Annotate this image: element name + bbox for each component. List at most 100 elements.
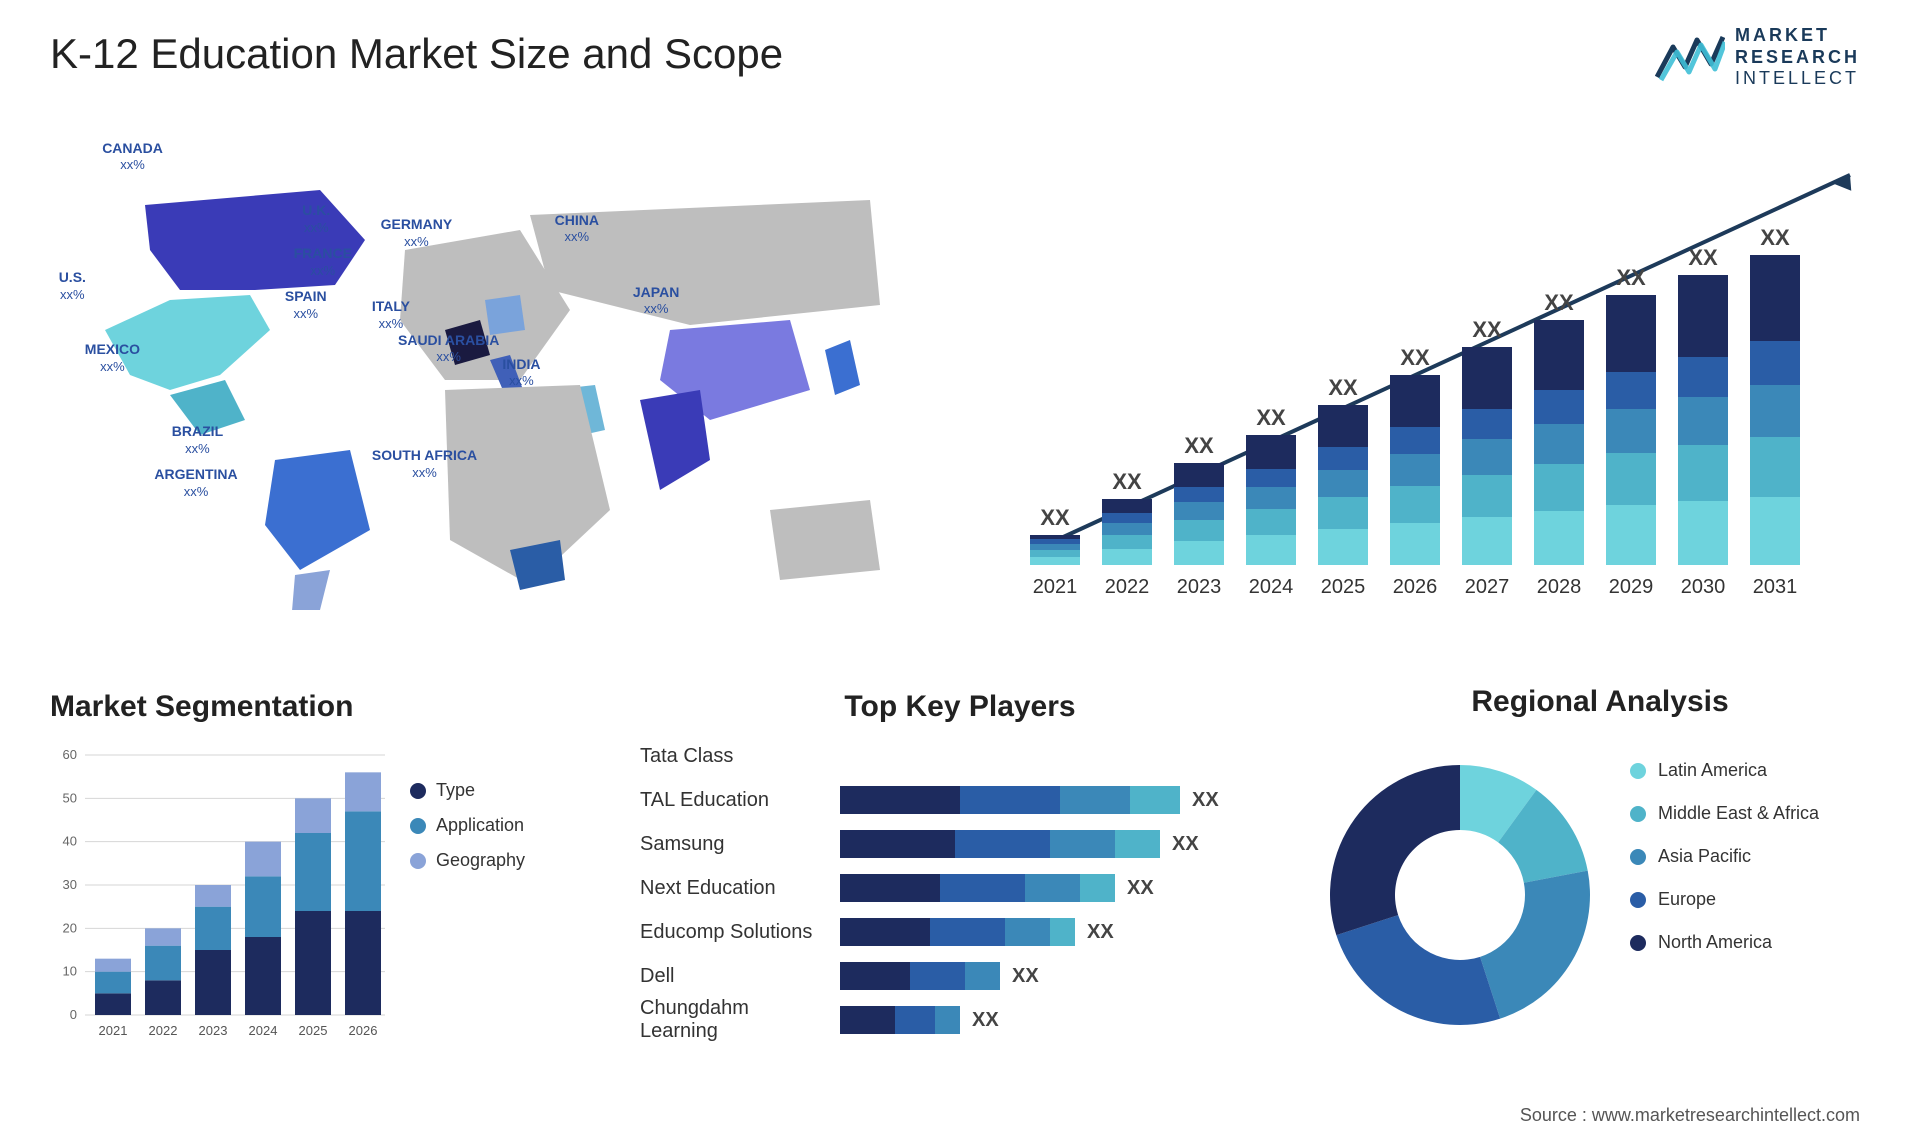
- seg-legend-item: Type: [410, 780, 525, 801]
- growth-bar-seg: [1102, 513, 1152, 523]
- growth-bar-seg: [1462, 409, 1512, 439]
- growth-bar-seg: [1030, 535, 1080, 539]
- source-text: Source : www.marketresearchintellect.com: [1520, 1105, 1860, 1126]
- regional-legend: Latin AmericaMiddle East & AfricaAsia Pa…: [1630, 760, 1819, 975]
- map-label-southafrica: SOUTH AFRICAxx%: [372, 447, 477, 481]
- growth-bar-seg: [1606, 372, 1656, 409]
- growth-bar-seg: [1534, 390, 1584, 424]
- seg-bar-seg: [95, 972, 131, 994]
- donut-slice: [1330, 765, 1460, 935]
- map-label-us: U.S.xx%: [59, 269, 86, 303]
- kp-row: Educomp SolutionsXX: [640, 910, 1280, 954]
- growth-chart: XX2021XX2022XX2023XX2024XX2025XX2026XX20…: [990, 135, 1860, 615]
- growth-bar-seg: [1102, 523, 1152, 535]
- growth-year-label: 2030: [1681, 576, 1726, 598]
- seg-bar-seg: [145, 946, 181, 981]
- kp-label: Chungdahm Learning: [640, 997, 840, 1043]
- kp-row: Next EducationXX: [640, 866, 1280, 910]
- svg-text:50: 50: [63, 790, 77, 805]
- kp-value: XX: [972, 1009, 999, 1032]
- growth-bar-seg: [1174, 463, 1224, 487]
- growth-bar-seg: [1534, 320, 1584, 390]
- brand-logo: MARKET RESEARCH INTELLECT: [1655, 25, 1860, 90]
- seg-bar-seg: [345, 911, 381, 1015]
- growth-bar-seg: [1318, 497, 1368, 529]
- growth-bar-seg: [1318, 405, 1368, 447]
- growth-bar-seg: [1678, 445, 1728, 501]
- kp-value: XX: [1192, 789, 1219, 812]
- growth-bar-seg: [1030, 539, 1080, 544]
- map-region-germany: [485, 295, 525, 335]
- growth-bar-seg: [1678, 275, 1728, 357]
- kp-label: Tata Class: [640, 745, 840, 768]
- seg-bar-seg: [95, 993, 131, 1015]
- seg-bar-seg: [345, 811, 381, 911]
- growth-bar-seg: [1174, 520, 1224, 541]
- growth-trend-arrow: [1035, 175, 1856, 550]
- regional-legend-item: North America: [1630, 932, 1819, 953]
- growth-bar-seg: [1462, 517, 1512, 565]
- growth-bar-seg: [1246, 535, 1296, 565]
- regional-legend-item: Europe: [1630, 889, 1819, 910]
- seg-legend-item: Application: [410, 815, 525, 836]
- svg-text:40: 40: [63, 834, 77, 849]
- kp-label: Educomp Solutions: [640, 921, 840, 944]
- growth-value-label: XX: [1688, 245, 1718, 270]
- growth-bar-seg: [1246, 509, 1296, 535]
- growth-bar-seg: [1102, 535, 1152, 549]
- map-label-canada: CANADAxx%: [102, 140, 163, 174]
- growth-value-label: XX: [1112, 469, 1142, 494]
- growth-svg: XX2021XX2022XX2023XX2024XX2025XX2026XX20…: [990, 135, 1860, 615]
- growth-bar-seg: [1606, 295, 1656, 372]
- growth-bar-seg: [1318, 529, 1368, 565]
- growth-bar-seg: [1534, 511, 1584, 565]
- growth-value-label: XX: [1400, 345, 1430, 370]
- seg-bar-seg: [145, 928, 181, 945]
- svg-text:0: 0: [70, 1007, 77, 1022]
- growth-bar-seg: [1174, 502, 1224, 520]
- growth-bar-seg: [1606, 453, 1656, 505]
- segmentation-panel: Market Segmentation 01020304050602021202…: [50, 690, 570, 1060]
- growth-bar-seg: [1174, 541, 1224, 565]
- kp-bar: [840, 786, 1180, 814]
- growth-bar-seg: [1390, 486, 1440, 523]
- growth-value-label: XX: [1040, 505, 1070, 530]
- seg-bar-seg: [245, 937, 281, 1015]
- logo-mark-icon: [1655, 32, 1725, 82]
- growth-year-label: 2031: [1753, 576, 1798, 598]
- growth-bar-seg: [1534, 424, 1584, 464]
- map-svg: [50, 130, 920, 610]
- growth-bar-seg: [1750, 385, 1800, 437]
- growth-bar-seg: [1318, 470, 1368, 497]
- seg-bar-seg: [295, 798, 331, 833]
- growth-year-label: 2027: [1465, 576, 1510, 598]
- growth-bar-seg: [1246, 487, 1296, 509]
- kp-label: Dell: [640, 965, 840, 988]
- regional-donut: [1310, 740, 1610, 1040]
- map-label-saudiarabia: SAUDI ARABIAxx%: [398, 332, 499, 366]
- growth-bar-seg: [1030, 550, 1080, 557]
- map-label-india: INDIAxx%: [502, 356, 540, 390]
- growth-year-label: 2029: [1609, 576, 1654, 598]
- key-players-panel: Top Key Players Tata Class TAL Education X…: [640, 690, 1280, 1070]
- growth-year-label: 2021: [1033, 576, 1078, 598]
- svg-text:20: 20: [63, 920, 77, 935]
- kp-bar: [840, 830, 1160, 858]
- svg-text:10: 10: [63, 964, 77, 979]
- regional-panel: Regional Analysis Latin AmericaMiddle Ea…: [1310, 685, 1890, 1065]
- svg-text:60: 60: [63, 747, 77, 762]
- growth-bar-seg: [1030, 557, 1080, 565]
- seg-bar-seg: [195, 907, 231, 950]
- growth-bar-seg: [1102, 549, 1152, 565]
- segmentation-chart: 0102030405060202120222023202420252026: [50, 745, 390, 1055]
- map-label-china: CHINAxx%: [555, 212, 599, 246]
- growth-bar-seg: [1318, 447, 1368, 470]
- growth-bar-seg: [1462, 475, 1512, 517]
- key-players-title: Top Key Players: [640, 690, 1280, 724]
- growth-year-label: 2024: [1249, 576, 1294, 598]
- growth-bar-seg: [1462, 347, 1512, 409]
- world-map: CANADAxx%U.S.xx%MEXICOxx%BRAZILxx%ARGENT…: [50, 130, 920, 610]
- kp-label: TAL Education: [640, 789, 840, 812]
- map-label-france: FRANCExx%: [294, 245, 352, 279]
- seg-bar-seg: [345, 772, 381, 811]
